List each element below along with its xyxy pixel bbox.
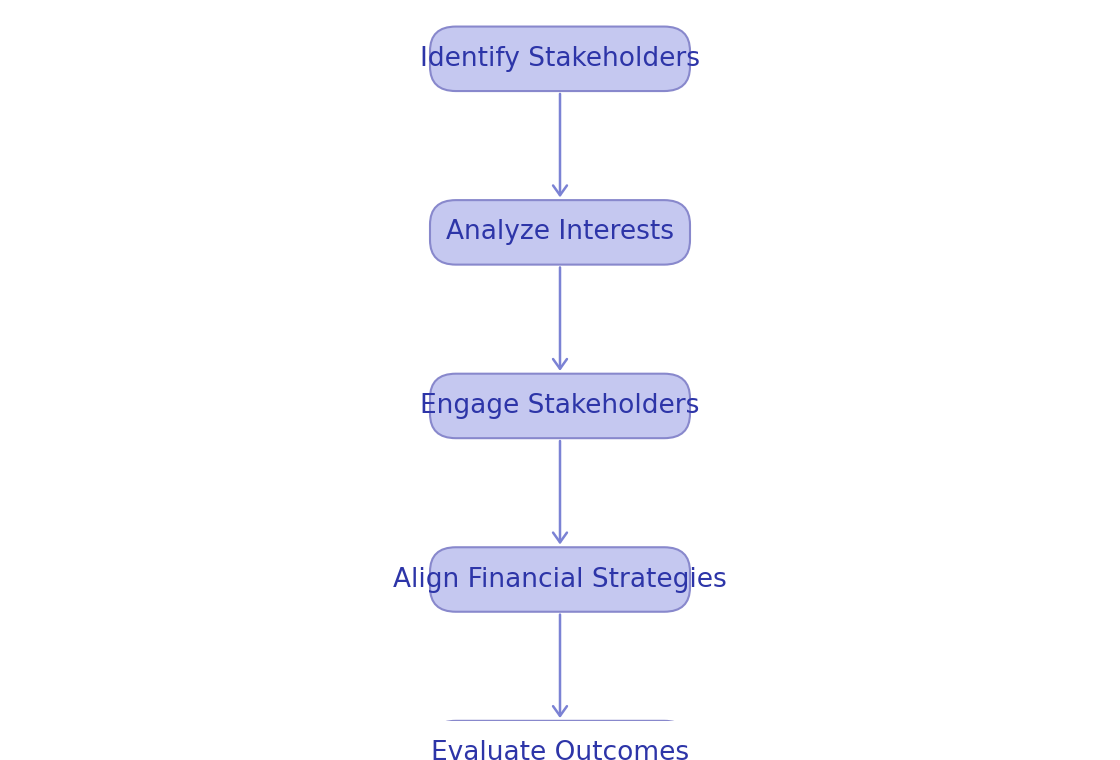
Text: Align Financial Strategies: Align Financial Strategies — [393, 566, 727, 593]
FancyBboxPatch shape — [430, 720, 690, 760]
Text: Analyze Interests: Analyze Interests — [446, 220, 674, 245]
Text: Identify Stakeholders: Identify Stakeholders — [420, 46, 700, 71]
Text: Evaluate Outcomes: Evaluate Outcomes — [431, 740, 689, 760]
Text: Engage Stakeholders: Engage Stakeholders — [420, 393, 700, 419]
FancyBboxPatch shape — [430, 200, 690, 264]
FancyBboxPatch shape — [430, 27, 690, 91]
FancyBboxPatch shape — [430, 374, 690, 439]
FancyBboxPatch shape — [430, 547, 690, 612]
